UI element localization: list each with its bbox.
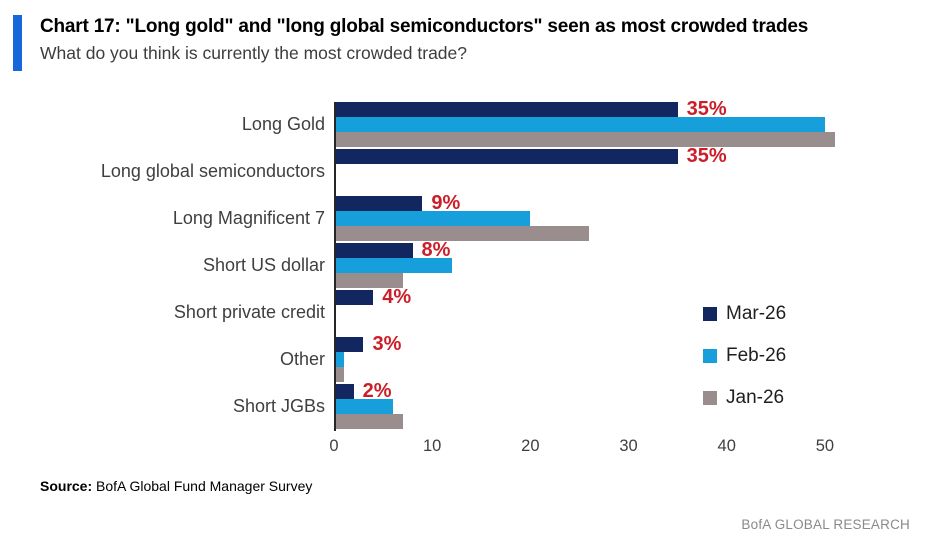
- x-axis: 0 10 20 30 40 50: [329, 437, 894, 459]
- bar-line: [334, 226, 590, 241]
- accent-bar: [13, 15, 22, 71]
- chart-header: Chart 17: "Long gold" and "long global s…: [13, 15, 926, 71]
- category-group-long-magnificent-7: Long Magnificent 7 9%: [0, 192, 926, 242]
- bar-line: [334, 367, 401, 382]
- bar-line: [334, 117, 835, 132]
- x-tick-50: 50: [815, 437, 835, 455]
- legend-label-mar-26: Mar-26: [726, 303, 787, 324]
- category-label-long-gold: Long Gold: [241, 114, 325, 134]
- data-label-short-jgbs: 2%: [362, 380, 392, 402]
- data-label-short-us-dollar: 8%: [421, 239, 451, 261]
- category-label-other: Other: [279, 349, 325, 369]
- category-group-short-private-credit: Short private credit 4%: [0, 286, 926, 336]
- bar-group: 2%: [334, 380, 403, 429]
- bar-line: [334, 414, 403, 429]
- bar-line: [334, 399, 403, 414]
- data-label-short-private-credit: 4%: [382, 286, 412, 308]
- category-group-short-us-dollar: Short US dollar 8%: [0, 239, 926, 289]
- bar-mar-26-other: [334, 337, 364, 352]
- bar-line: [334, 305, 411, 320]
- legend-label-jan-26: Jan-26: [726, 387, 785, 408]
- bar-line: 9%: [334, 192, 589, 214]
- legend-label-feb-26: Feb-26: [726, 345, 787, 366]
- source-line: Source: BofA Global Fund Manager Survey: [40, 478, 926, 494]
- category-label-short-us-dollar: Short US dollar: [202, 255, 325, 275]
- bar-group: 35%: [334, 145, 727, 194]
- legend-swatch-jan-26: [703, 391, 717, 405]
- data-label-other: 3%: [372, 333, 402, 355]
- bar-group: 3%: [334, 333, 402, 382]
- category-label-long-global-semiconductors: Long global semiconductors: [100, 161, 325, 181]
- x-tick-30: 30: [619, 437, 638, 455]
- bar-line: [334, 352, 401, 367]
- chart-legend: Mar-26 Feb-26 Jan-26: [703, 303, 786, 429]
- bar-group: 8%: [334, 239, 452, 288]
- chart-subtitle: What do you think is currently the most …: [40, 42, 468, 63]
- category-label-short-private-credit: Short private credit: [173, 302, 325, 322]
- x-tick-20: 20: [521, 437, 540, 455]
- data-label-long-magnificent-7: 9%: [431, 192, 461, 214]
- category-group-other: Other 3%: [0, 333, 926, 383]
- bar-line: 4%: [334, 286, 412, 308]
- bar-feb-26-other: [334, 352, 344, 367]
- x-tick-10: 10: [422, 437, 442, 455]
- bar-mar-26-short-us-dollar: [334, 243, 413, 258]
- bar-jan-26-long-magnificent-7: [334, 226, 590, 241]
- bar-feb-26-long-gold: [334, 117, 825, 132]
- crowded-trades-chart: Long Gold 35% Long global semiconductors 35…: [0, 98, 926, 459]
- bar-line: 2%: [334, 380, 403, 402]
- bar-jan-26-short-jgbs: [334, 414, 403, 429]
- bar-mar-26-short-jgbs: [334, 384, 354, 399]
- bar-line: [334, 132, 835, 147]
- bar-group: 35%: [334, 98, 835, 147]
- data-label-long-global-semiconductors: 35%: [686, 145, 727, 167]
- source-label: Source:: [40, 478, 93, 494]
- bar-feb-26-long-magnificent-7: [334, 211, 531, 226]
- bar-jan-26-short-us-dollar: [334, 273, 403, 288]
- legend-item-jan-26: Jan-26: [703, 387, 786, 409]
- bar-line: 35%: [334, 98, 835, 120]
- legend-item-mar-26: Mar-26: [703, 303, 786, 325]
- legend-swatch-mar-26: [703, 307, 717, 321]
- bar-line: [334, 258, 452, 273]
- bar-line: 35%: [334, 145, 727, 167]
- bar-mar-26-short-private-credit: [334, 290, 374, 305]
- bar-jan-26-long-gold: [334, 132, 835, 147]
- category-group-long-gold: Long Gold 35%: [0, 98, 926, 148]
- bar-mar-26-long-global-semiconductors: [334, 149, 678, 164]
- bar-feb-26-short-jgbs: [334, 399, 393, 414]
- brand-text: BofA GLOBAL RESEARCH: [741, 517, 910, 532]
- bar-group: 4%: [334, 286, 412, 335]
- category-label-short-jgbs: Short JGBs: [232, 396, 325, 416]
- category-label-long-magnificent-7: Long Magnificent 7: [172, 208, 325, 228]
- bar-line: 3%: [334, 333, 402, 355]
- header-text-block: Chart 17: "Long gold" and "long global s…: [40, 15, 808, 64]
- data-label-long-gold: 35%: [686, 98, 727, 120]
- chart-rows: Long Gold 35% Long global semiconductors 35…: [0, 98, 926, 430]
- chart-title: Chart 17: "Long gold" and "long global s…: [40, 16, 809, 37]
- category-group-short-jgbs: Short JGBs 2%: [0, 380, 926, 430]
- bar-line: [334, 273, 452, 288]
- bar-jan-26-other: [334, 367, 344, 382]
- bar-line: [334, 164, 727, 179]
- bar-mar-26-long-magnificent-7: [334, 196, 423, 211]
- source-text: BofA Global Fund Manager Survey: [96, 478, 313, 494]
- bar-mar-26-long-gold: [334, 102, 678, 117]
- category-group-long-global-semiconductors: Long global semiconductors 35%: [0, 145, 926, 195]
- legend-item-feb-26: Feb-26: [703, 345, 786, 367]
- bar-line: [334, 179, 727, 194]
- legend-swatch-feb-26: [703, 349, 717, 363]
- y-axis-line: [334, 102, 336, 431]
- bar-feb-26-short-us-dollar: [334, 258, 452, 273]
- x-tick-40: 40: [717, 437, 736, 455]
- x-tick-0: 0: [329, 437, 339, 455]
- bar-group: 9%: [334, 192, 590, 241]
- bar-line: [334, 211, 589, 226]
- bar-line: 8%: [334, 239, 452, 261]
